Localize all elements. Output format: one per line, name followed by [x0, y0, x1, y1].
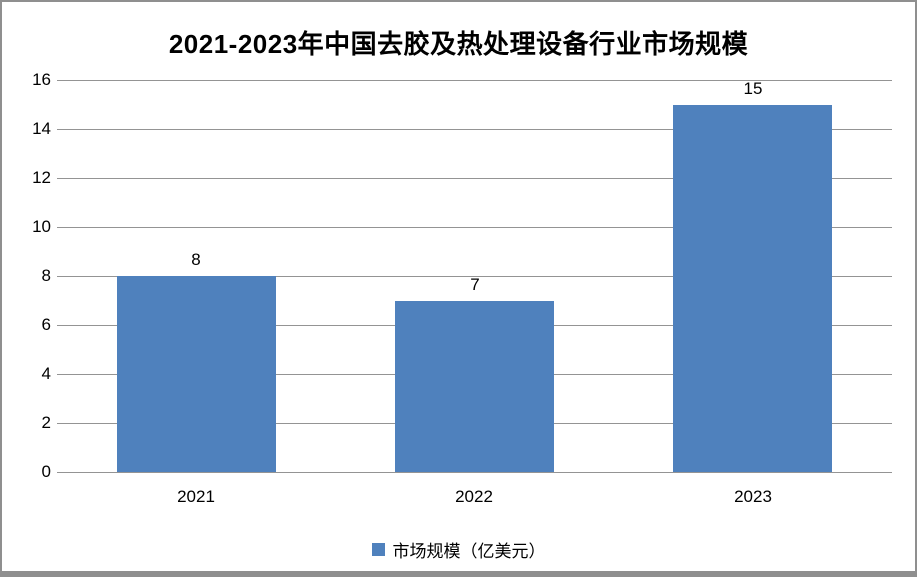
y-axis-tick-label: 12 — [32, 168, 51, 187]
bar — [673, 104, 832, 472]
gridline — [57, 226, 892, 228]
x-axis-tick-label: 2023 — [734, 487, 772, 506]
y-axis-tick-label: 14 — [32, 119, 51, 138]
bar-value-label: 15 — [743, 78, 763, 98]
chart-title: 2021-2023年中国去胶及热处理设备行业市场规模 — [168, 29, 749, 59]
plot-area: 0 2 4 6 8 10 12 14 16 8 2021 7 2022 15 2023 — [32, 70, 892, 506]
bar — [117, 276, 276, 472]
y-axis-tick-label: 10 — [32, 217, 51, 236]
gridline — [57, 128, 892, 130]
legend: 市场规模（亿美元） — [2, 537, 915, 562]
y-axis-tick-label: 2 — [41, 413, 51, 432]
gridline — [57, 471, 892, 473]
gridline — [57, 275, 892, 277]
y-axis-tick-label: 6 — [41, 315, 51, 334]
y-axis-tick-label: 8 — [41, 266, 51, 285]
x-axis-tick-label: 2022 — [455, 487, 493, 506]
y-axis-tick-label: 0 — [41, 462, 51, 481]
bar-value-label: 7 — [470, 274, 480, 294]
bar — [395, 300, 554, 472]
gridline — [57, 177, 892, 179]
gridline — [57, 79, 892, 81]
y-axis-tick-label: 4 — [41, 364, 51, 383]
y-axis-tick-label: 16 — [32, 70, 51, 89]
bar-value-label: 8 — [191, 250, 201, 269]
x-axis-tick-label: 2021 — [177, 487, 215, 506]
legend-marker-icon — [371, 543, 385, 556]
legend-label: 市场规模（亿美元） — [392, 542, 546, 561]
